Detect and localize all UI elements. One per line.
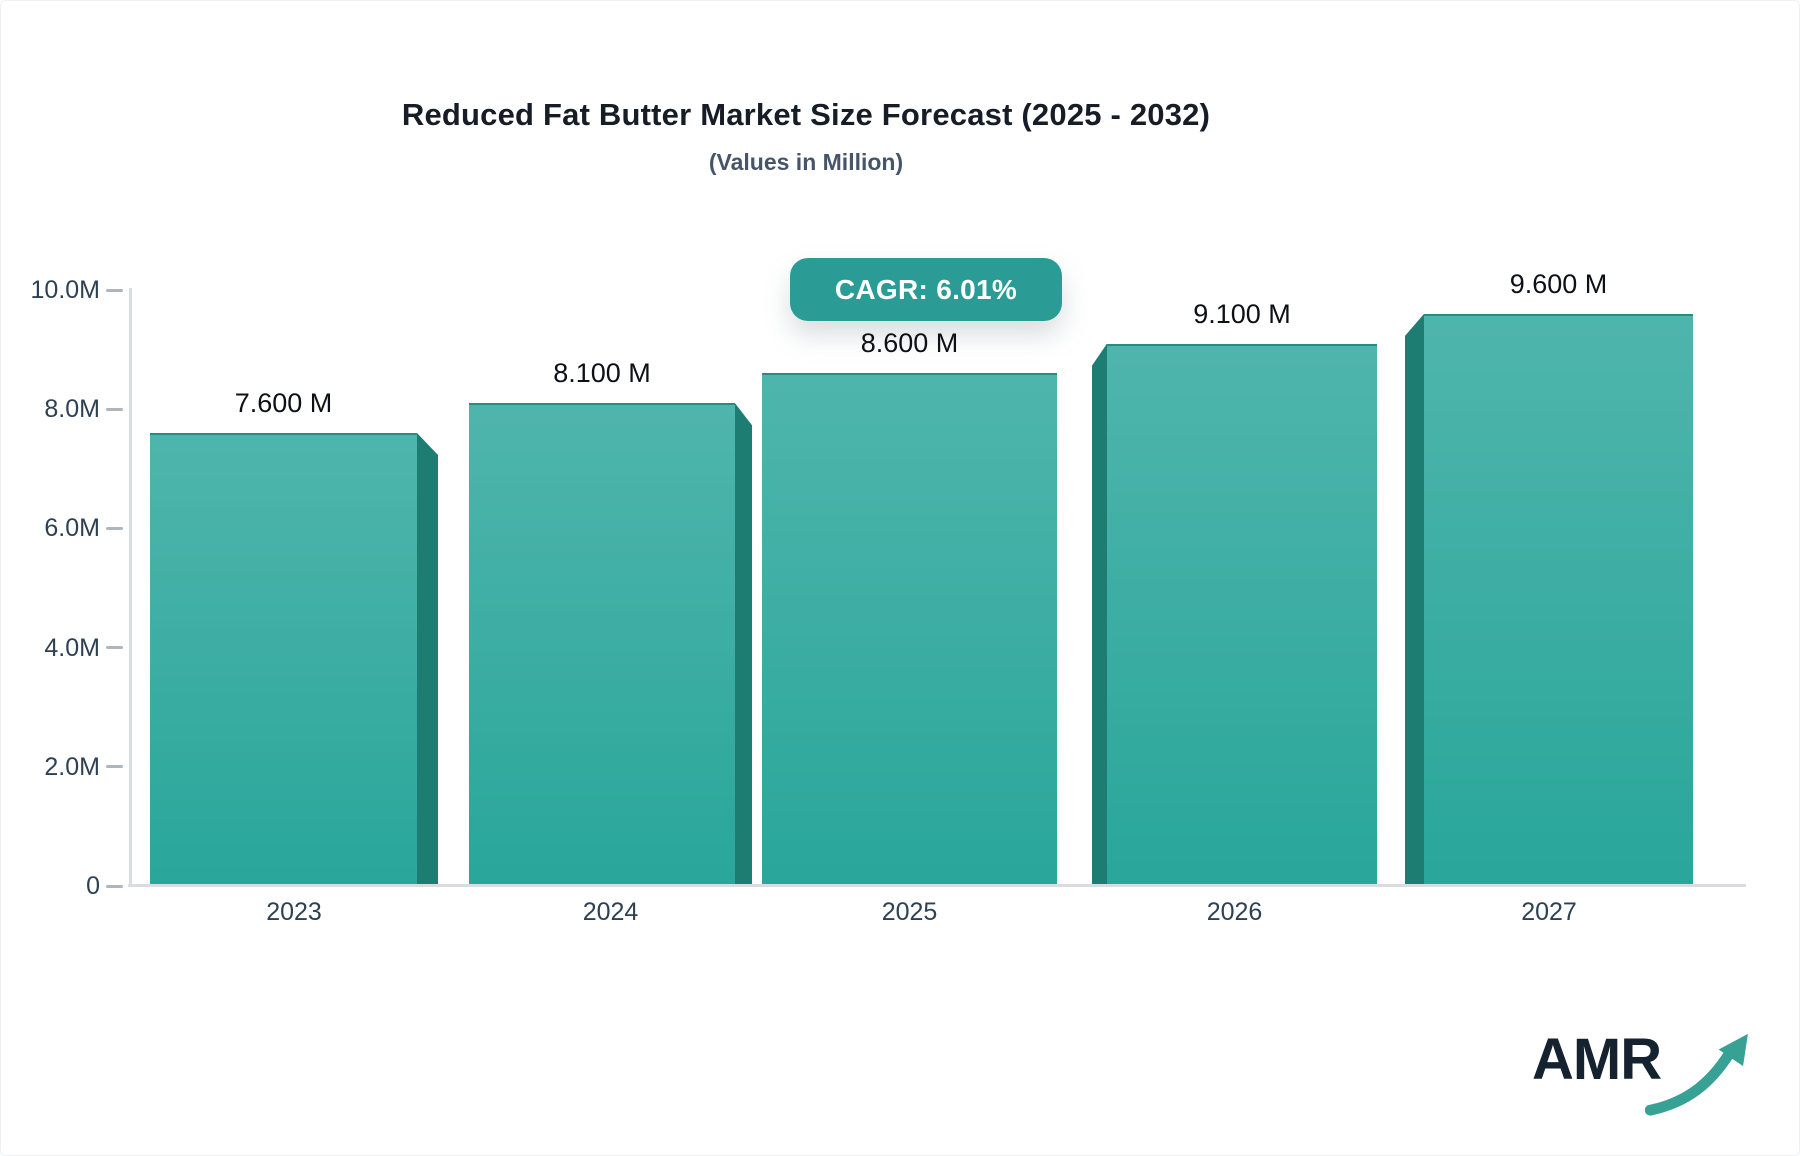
y-tick-dash: [106, 288, 123, 292]
bar-value-label: 9.600 M: [1509, 268, 1608, 299]
y-tick-label: 2.0M: [44, 752, 100, 781]
y-tick-dash: [106, 765, 123, 769]
amr-logo: AMR: [1532, 1028, 1757, 1118]
y-tick-dash: [106, 407, 123, 411]
y-tick-label: 4.0M: [44, 633, 100, 662]
cagr-badge-label: CAGR: 6.01%: [834, 273, 1018, 305]
bar-value-label: 8.100 M: [553, 358, 651, 389]
chart-subtitle: (Values in Million): [708, 149, 904, 175]
bar-2025: [762, 373, 1057, 886]
y-tick-dash: [106, 884, 123, 888]
bar-value-label: 9.100 M: [1193, 298, 1291, 329]
bar-value-label: 8.600 M: [860, 328, 959, 359]
chart-title: Reduced Fat Butter Market Size Forecast …: [401, 97, 1211, 132]
x-axis-label-2025: 2025: [881, 898, 938, 926]
bar-2027: [1424, 313, 1693, 886]
bar-2023: [150, 433, 417, 886]
x-axis-line: [128, 884, 1746, 887]
bar-2024: [469, 403, 735, 886]
y-axis-line: [129, 288, 132, 886]
bar-3d-side: [1092, 343, 1107, 886]
y-tick-dash: [106, 526, 123, 530]
y-tick-label: 10.0M: [30, 276, 100, 304]
x-axis-label-2026: 2026: [1206, 898, 1263, 926]
bar-2026: [1107, 343, 1377, 886]
y-tick-label: 0: [86, 872, 100, 900]
y-tick-label: 6.0M: [44, 514, 100, 543]
bar-3d-side: [735, 403, 752, 886]
bar-value-label: 7.600 M: [234, 388, 333, 419]
bar-3d-side: [417, 433, 438, 886]
x-axis-label-2024: 2024: [582, 898, 639, 926]
amr-logo-text: AMR: [1532, 1027, 1662, 1092]
bar-3d-side: [1405, 313, 1424, 886]
y-tick-label: 8.0M: [44, 395, 100, 424]
x-axis-label-2027: 2027: [1521, 898, 1577, 926]
x-axis-label-2023: 2023: [266, 898, 322, 926]
cagr-badge: CAGR: 6.01%: [790, 258, 1062, 321]
growth-arrow-icon: [1645, 1033, 1749, 1116]
y-tick-dash: [106, 646, 123, 650]
